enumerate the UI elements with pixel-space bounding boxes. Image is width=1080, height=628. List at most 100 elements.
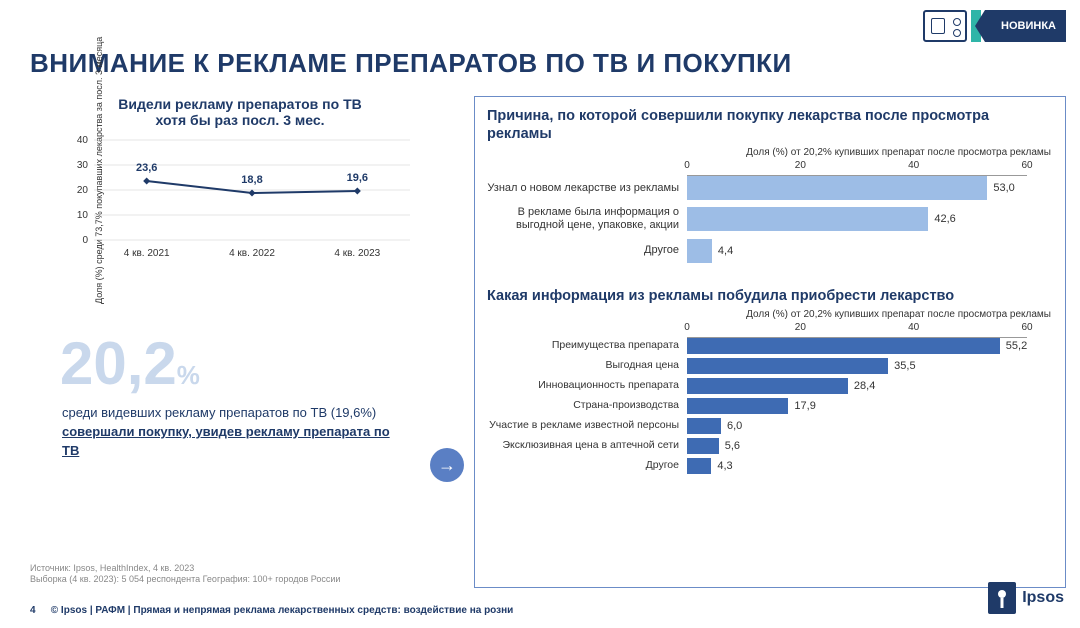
hbar-row: В рекламе была информация о выгодной цен… [487, 206, 1055, 232]
hbar-axis: 0 20 40 60 [687, 160, 1055, 176]
hbar-fill [687, 358, 888, 374]
axis-tick: 20 [795, 160, 806, 171]
hbar-value: 35,5 [894, 360, 915, 372]
hbar-value: 28,4 [854, 380, 875, 392]
page-title: ВНИМАНИЕ К РЕКЛАМЕ ПРЕПАРАТОВ ПО ТВ И ПО… [30, 48, 792, 79]
arrow-icon: → [430, 448, 464, 482]
hbar-value: 6,0 [727, 420, 742, 432]
page-number: 4 [30, 605, 44, 616]
line-chart: Доля (%) среди 73,7% покупавших лекарств… [20, 134, 440, 304]
line-chart-svg: 0 10 20 30 40 23,6 4 кв. 2021 18,8 4 кв. 2022 19,… [70, 134, 430, 274]
tv-icon [923, 10, 967, 42]
axis-tick: 0 [684, 322, 690, 333]
ipsos-text: Ipsos [1022, 589, 1064, 607]
header-badges: НОВИНКА [923, 10, 1066, 42]
hbar-label: Преимущества препарата [487, 339, 687, 352]
hbar-track: 4,3 [687, 458, 1055, 474]
hbar-fill [687, 418, 721, 434]
hbar-track: 28,4 [687, 378, 1055, 394]
hbar-fill [687, 176, 987, 200]
svg-text:4 кв. 2022: 4 кв. 2022 [229, 248, 275, 259]
svg-text:18,8: 18,8 [241, 174, 262, 186]
hbar-row: Участие в рекламе известной персоны 6,0 [487, 418, 1055, 434]
line-chart-title-2: хотя бы раз посл. 3 мес. [20, 112, 460, 128]
hbar-label: Страна-производства [487, 399, 687, 412]
hbar-track: 35,5 [687, 358, 1055, 374]
hbar-row: Выгодная цена 35,5 [487, 358, 1055, 374]
hbar-axis: 0 20 40 60 [687, 322, 1055, 338]
hbar-value: 55,2 [1006, 340, 1027, 352]
info-chart: 0 20 40 60 Преимущества препарата 55,2 Выго… [487, 322, 1055, 482]
big-stat-unit: % [177, 360, 200, 390]
copyright-text: © Ipsos | РАФМ | Прямая и непрямая рекла… [51, 605, 514, 616]
hbar-label: Узнал о новом лекарстве из рекламы [487, 182, 687, 195]
hbar-label: Эксклюзивная цена в аптечной сети [487, 439, 687, 452]
hbar-label: Участие в рекламе известной персоны [487, 419, 687, 432]
big-stat-number: 20,2 [60, 330, 177, 397]
footer-source-2: Выборка (4 кв. 2023): 5 054 респондента … [30, 574, 340, 586]
line-chart-title-1: Видели рекламу препаратов по ТВ [20, 96, 460, 112]
axis-tick: 20 [795, 322, 806, 333]
hbar-row: Другое 4,4 [487, 239, 1055, 263]
hbar-label: Другое [487, 459, 687, 472]
novinka-badge: НОВИНКА [985, 10, 1066, 42]
hbar-fill [687, 378, 848, 394]
hbar-fill [687, 207, 928, 231]
hbar-row: Узнал о новом лекарстве из рекламы 53,0 [487, 176, 1055, 200]
big-stat-subtitle: среди видевших рекламу препаратов по ТВ … [62, 404, 392, 461]
hbar-fill [687, 338, 1000, 354]
hbar-row: Инновационность препарата 28,4 [487, 378, 1055, 394]
axis-tick: 60 [1021, 322, 1032, 333]
hbar-value: 42,6 [934, 213, 955, 225]
svg-text:23,6: 23,6 [136, 162, 157, 174]
footer-source-1: Источник: Ipsos, HealthIndex, 4 кв. 2023 [30, 563, 340, 575]
hbar-fill [687, 239, 712, 263]
hbar-fill [687, 398, 788, 414]
hbar-row: Преимущества препарата 55,2 [487, 338, 1055, 354]
info-chart-title: Какая информация из рекламы побудила при… [487, 287, 1055, 305]
hbar-track: 55,2 [687, 338, 1055, 354]
info-chart-subtitle: Доля (%) от 20,2% купивших препарат посл… [487, 309, 1051, 320]
hbar-track: 4,4 [687, 239, 1055, 263]
hbar-track: 53,0 [687, 176, 1055, 200]
hbar-row: Другое 4,3 [487, 458, 1055, 474]
hbar-label: Выгодная цена [487, 359, 687, 372]
big-stat-sub-bold: совершали покупку, увидев рекламу препар… [62, 424, 390, 458]
hbar-track: 42,6 [687, 207, 1055, 231]
axis-tick: 40 [908, 160, 919, 171]
hbar-track: 17,9 [687, 398, 1055, 414]
svg-text:4 кв. 2023: 4 кв. 2023 [334, 248, 380, 259]
left-column: Видели рекламу препаратов по ТВ хотя бы … [20, 96, 460, 461]
hbar-value: 17,9 [794, 400, 815, 412]
hbar-fill [687, 438, 719, 454]
hbar-fill [687, 458, 711, 474]
svg-text:19,6: 19,6 [347, 172, 368, 184]
hbar-value: 4,4 [718, 245, 733, 257]
svg-text:20: 20 [77, 185, 89, 196]
hbar-label: Другое [487, 244, 687, 257]
hbar-track: 6,0 [687, 418, 1055, 434]
hbar-label: Инновационность препарата [487, 379, 687, 392]
hbar-value: 53,0 [993, 182, 1014, 194]
ipsos-logo: Ipsos [988, 582, 1064, 614]
axis-tick: 60 [1021, 160, 1032, 171]
footer-source: Источник: Ipsos, HealthIndex, 4 кв. 2023… [30, 563, 340, 586]
axis-tick: 40 [908, 322, 919, 333]
reasons-chart-title: Причина, по которой совершили покупку ле… [487, 107, 1055, 143]
hbar-row: Страна-производства 17,9 [487, 398, 1055, 414]
svg-text:10: 10 [77, 210, 89, 221]
right-panel: Причина, по которой совершили покупку ле… [474, 96, 1066, 588]
svg-text:30: 30 [77, 160, 89, 171]
svg-text:4 кв. 2021: 4 кв. 2021 [124, 248, 170, 259]
big-stat-value: 20,2% [60, 334, 460, 394]
hbar-value: 5,6 [725, 440, 740, 452]
svg-text:40: 40 [77, 135, 89, 146]
big-stat-sub-pre: среди видевших рекламу препаратов по ТВ … [62, 405, 376, 420]
svg-text:0: 0 [82, 235, 88, 246]
hbar-label: В рекламе была информация о выгодной цен… [487, 206, 687, 232]
axis-tick: 0 [684, 160, 690, 171]
reasons-chart: 0 20 40 60 Узнал о новом лекарстве из рекла… [487, 160, 1055, 272]
hbar-value: 4,3 [717, 460, 732, 472]
ipsos-icon [988, 582, 1016, 614]
footer-copyright: 4 © Ipsos | РАФМ | Прямая и непрямая рек… [30, 605, 513, 616]
